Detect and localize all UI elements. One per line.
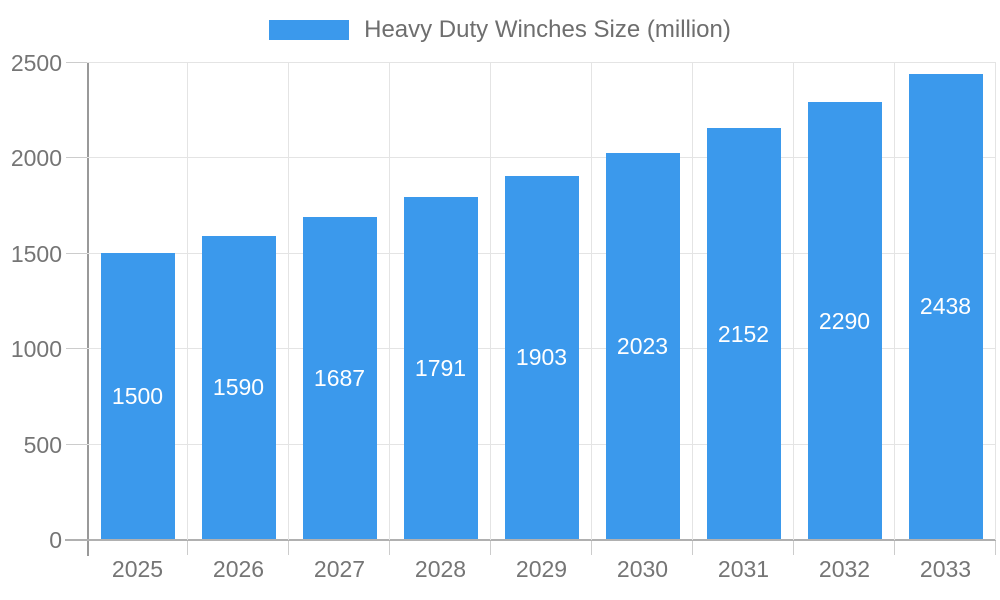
- bar-2027[interactable]: 1687: [302, 217, 377, 539]
- x-axis-label: 2027: [313, 556, 366, 582]
- x-gridline: [692, 63, 693, 540]
- y-axis-label: 2500: [10, 50, 62, 76]
- x-tick-mark: [793, 541, 794, 555]
- y-tick-mark: [66, 62, 87, 63]
- legend-item[interactable]: Heavy Duty Winches Size (million): [0, 16, 1000, 44]
- bar-2030[interactable]: 2023: [605, 153, 680, 539]
- bar-value-label: 1791: [414, 355, 467, 382]
- x-tick-mark: [995, 541, 996, 555]
- y-tick-mark: [66, 157, 87, 159]
- y-axis-line: [87, 63, 89, 556]
- x-axis-label: 2032: [818, 556, 871, 582]
- x-axis-line: [65, 539, 996, 541]
- bar-value-label: 1687: [313, 365, 366, 392]
- x-tick-mark: [591, 541, 592, 555]
- y-tick-mark: [66, 348, 87, 350]
- x-gridline: [894, 63, 895, 540]
- bar-value-label: 1590: [212, 374, 265, 401]
- bar-2028[interactable]: 1791: [403, 197, 478, 539]
- bar-2026[interactable]: 1590: [201, 235, 276, 539]
- x-gridline: [490, 63, 491, 540]
- x-axis-label: 2026: [212, 556, 265, 582]
- legend-swatch: [269, 20, 350, 40]
- x-gridline: [995, 63, 996, 540]
- bar-value-label: 2438: [919, 293, 972, 320]
- y-axis-label: 1500: [10, 240, 62, 267]
- x-tick-mark: [288, 541, 289, 555]
- legend-label: Heavy Duty Winches Size (million): [364, 16, 731, 43]
- bar-value-label: 2290: [818, 307, 871, 334]
- x-axis-label: 2028: [414, 556, 467, 582]
- bar-2032[interactable]: 2290: [807, 102, 882, 539]
- bar-value-label: 2152: [717, 320, 770, 347]
- bar-2029[interactable]: 1903: [504, 175, 579, 539]
- plot-area: 1500 1590 1687 1791 1903 2023 2152 2290 2438: [65, 62, 996, 556]
- y-tick-mark: [66, 443, 87, 445]
- x-tick-mark: [187, 541, 188, 555]
- y-gridline: [87, 62, 996, 63]
- x-gridline: [591, 63, 592, 540]
- x-axis-label: 2033: [919, 556, 972, 582]
- y-axis-label: 0: [49, 527, 62, 553]
- x-axis-label: 2031: [717, 556, 770, 582]
- y-gridline: [87, 157, 996, 159]
- x-tick-mark: [490, 541, 491, 555]
- bar-value-label: 1500: [111, 382, 164, 409]
- x-tick-mark: [894, 541, 895, 555]
- y-axis-label: 1000: [10, 336, 62, 363]
- bar-value-label: 1903: [515, 344, 568, 371]
- x-gridline: [389, 63, 390, 540]
- x-gridline: [288, 63, 289, 540]
- bar-2033[interactable]: 2438: [908, 73, 983, 539]
- bar-value-label: 2023: [616, 333, 669, 359]
- x-tick-mark: [389, 541, 390, 555]
- x-tick-mark: [692, 541, 693, 555]
- x-axis-label: 2029: [515, 556, 568, 582]
- bar-2025[interactable]: 1500: [100, 252, 175, 539]
- x-axis-labels: 2025 2026 2027 2028 2029 2030 2031 2032 2033: [87, 554, 996, 584]
- x-axis-label: 2030: [616, 556, 669, 582]
- x-gridline: [187, 63, 188, 540]
- y-axis-label: 500: [23, 431, 62, 458]
- y-axis-label: 2000: [10, 145, 62, 172]
- x-axis-label: 2025: [111, 556, 164, 582]
- y-tick-mark: [66, 252, 87, 254]
- x-gridline: [793, 63, 794, 540]
- bar-2031[interactable]: 2152: [706, 128, 781, 539]
- y-axis-labels: 0 500 1000 1500 2000 2500: [0, 50, 62, 553]
